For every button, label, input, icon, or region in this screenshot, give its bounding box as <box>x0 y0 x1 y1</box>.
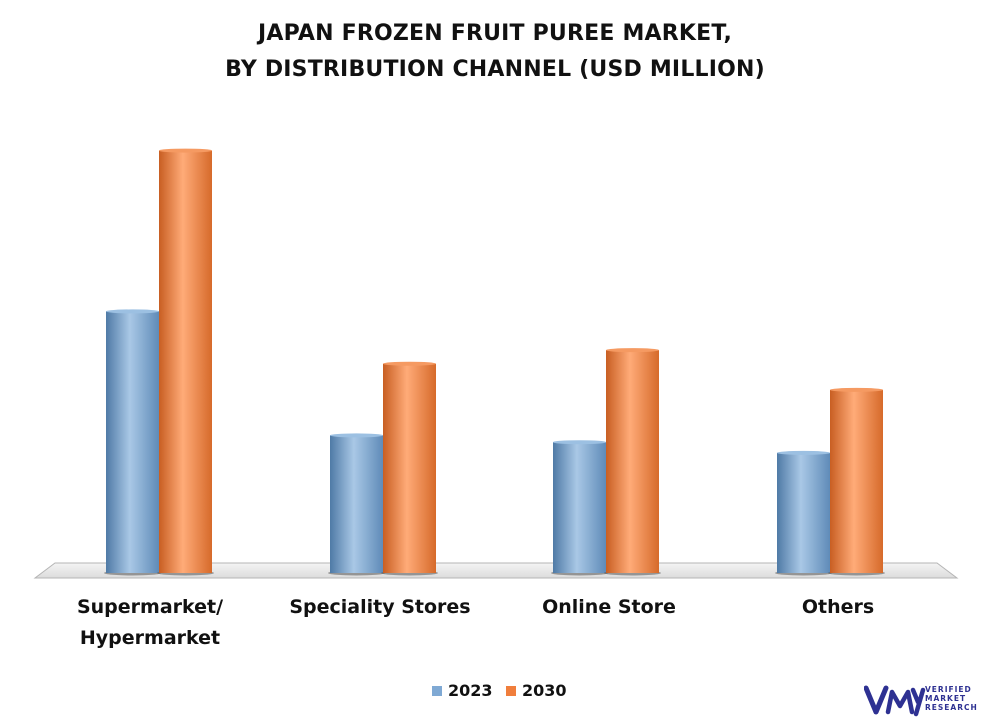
bar-cap-2030-3 <box>830 387 883 392</box>
legend-swatch-2023 <box>432 685 442 696</box>
bar-2030-1 <box>383 363 436 573</box>
bar-cap-2023-1 <box>330 433 383 438</box>
category-label-2-line-0: Online Store <box>542 596 676 618</box>
bar-cap-2030-1 <box>383 361 436 366</box>
bar-cap-2023-0 <box>106 309 159 314</box>
logo-line-3: RESEARCH <box>925 703 978 712</box>
chart-title-line-2: BY DISTRIBUTION CHANNEL (USD MILLION) <box>225 57 765 82</box>
legend-label-2030: 2030 <box>522 681 567 700</box>
bar-cap-2023-3 <box>777 450 830 455</box>
bars-group <box>104 148 885 576</box>
bar-cap-2030-0 <box>159 148 212 153</box>
category-label-1-line-0: Speciality Stores <box>289 596 471 618</box>
category-label-0: Supermarket/Hypermarket <box>40 592 260 654</box>
logo-line-1: VERIFIED <box>925 685 972 694</box>
bar-2023-3 <box>777 452 830 573</box>
category-label-1: Speciality Stores <box>270 592 490 623</box>
bar-2023-1 <box>330 435 383 573</box>
category-label-0-line-0: Supermarket/ <box>76 596 224 618</box>
bar-2030-0 <box>159 150 212 573</box>
bar-2023-2 <box>553 442 606 573</box>
bar-2023-0 <box>106 311 159 573</box>
bar-cap-2030-2 <box>606 348 659 353</box>
category-label-3-line-0: Others <box>801 596 875 618</box>
category-label-3: Others <box>728 592 948 623</box>
category-label-2: Online Store <box>499 592 719 623</box>
chart-title-line-1: JAPAN FROZEN FRUIT PUREE MARKET, <box>257 21 733 46</box>
bar-2030-3 <box>830 389 883 573</box>
legend-item-2030: 2030 <box>506 681 567 700</box>
legend: 2023 2030 <box>0 681 990 705</box>
legend-label-2023: 2023 <box>448 681 493 700</box>
logo-line-2: MARKET <box>925 694 967 703</box>
logo-text: VERIFIED MARKET RESEARCH <box>925 685 978 712</box>
vmr-logo-icon <box>864 685 926 717</box>
category-label-0-line-1: Hypermarket <box>79 627 221 649</box>
bar-2030-2 <box>606 350 659 573</box>
legend-item-2023: 2023 <box>432 681 493 700</box>
bar-cap-2023-2 <box>553 440 606 445</box>
chart-title: JAPAN FROZEN FRUIT PUREE MARKET, BY DIST… <box>0 16 990 88</box>
legend-swatch-2030 <box>506 685 516 696</box>
